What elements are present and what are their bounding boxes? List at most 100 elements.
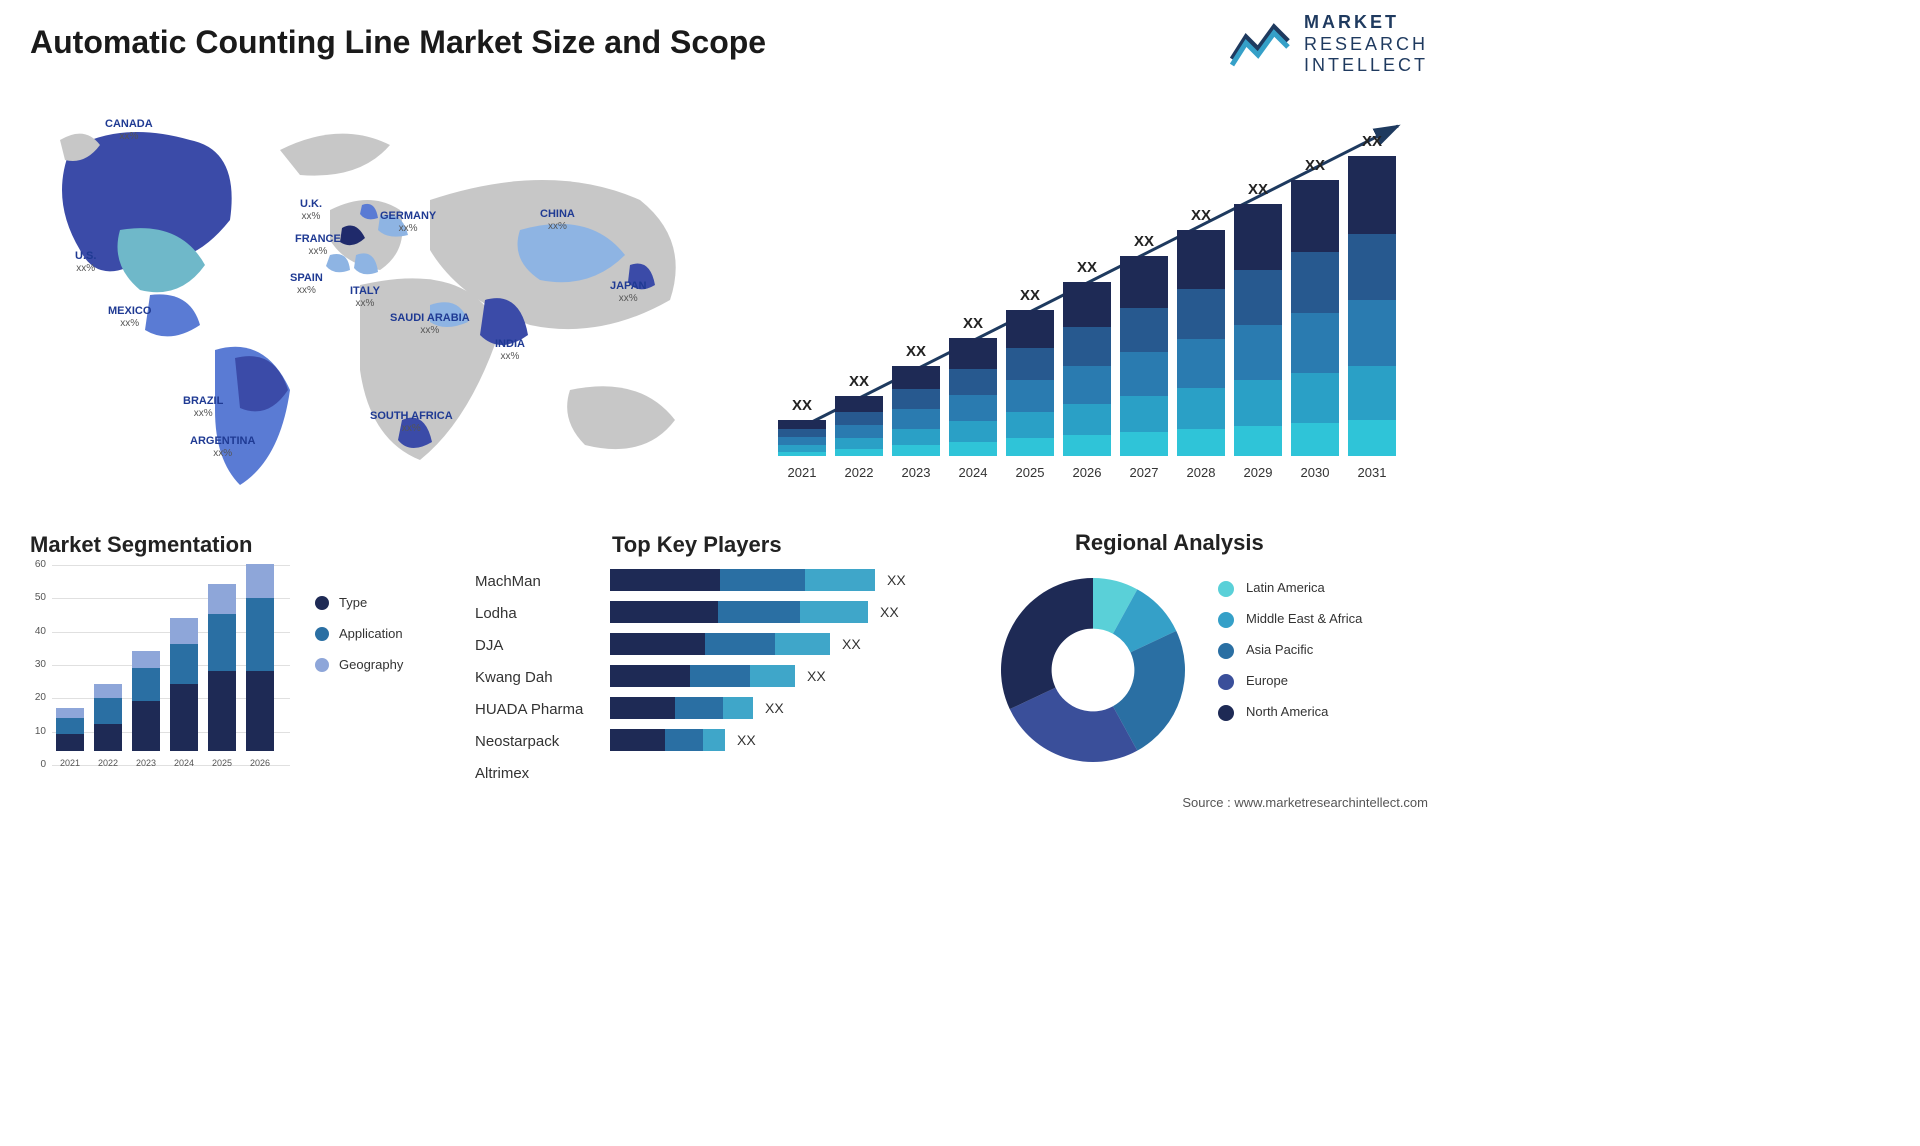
seg-ytick: 0 <box>40 759 46 770</box>
key-player-value: XX <box>737 732 756 748</box>
key-players-heading: Top Key Players <box>612 532 782 558</box>
brand-logo: MARKET RESEARCH INTELLECT <box>1230 12 1428 77</box>
seg-bar <box>170 618 198 751</box>
map-label: CANADAxx% <box>105 118 153 143</box>
regional-heading: Regional Analysis <box>1075 530 1264 556</box>
key-player-name: Kwang Dah <box>475 661 600 693</box>
growth-bar <box>1063 282 1111 456</box>
world-map-panel: CANADAxx% U.S.xx% MEXICOxx% BRAZILxx% ARGENT… <box>30 90 730 510</box>
key-player-name: HUADA Pharma <box>475 693 600 725</box>
growth-bar <box>835 396 883 456</box>
seg-bar <box>246 564 274 751</box>
growth-value-label: XX <box>1063 259 1111 276</box>
growth-bar <box>1348 156 1396 456</box>
seg-year-label: 2025 <box>206 758 238 768</box>
key-player-name: Altrimex <box>475 757 600 789</box>
segmentation-panel: 0102030405060202120222023202420252026 Ty… <box>30 565 460 795</box>
key-player-name: MachMan <box>475 565 600 597</box>
growth-bar <box>1234 204 1282 456</box>
seg-ytick: 10 <box>35 726 46 737</box>
growth-year-label: 2023 <box>892 465 940 480</box>
key-player-value: XX <box>887 572 906 588</box>
key-player-value: XX <box>807 668 826 684</box>
growth-value-label: XX <box>892 343 940 360</box>
key-player-bar: XX <box>610 597 940 627</box>
seg-year-label: 2023 <box>130 758 162 768</box>
seg-legend-item: Application <box>315 626 403 641</box>
seg-ytick: 40 <box>35 626 46 637</box>
seg-legend-item: Geography <box>315 657 403 672</box>
growth-bar <box>1291 180 1339 456</box>
growth-year-label: 2024 <box>949 465 997 480</box>
seg-year-label: 2021 <box>54 758 86 768</box>
growth-year-label: 2026 <box>1063 465 1111 480</box>
regional-panel: Latin AmericaMiddle East & AfricaAsia Pa… <box>993 560 1423 790</box>
regional-legend-item: North America <box>1218 704 1362 721</box>
map-label: SPAINxx% <box>290 272 323 297</box>
growth-value-label: XX <box>778 397 826 414</box>
logo-text: MARKET RESEARCH INTELLECT <box>1304 12 1428 77</box>
growth-value-label: XX <box>1006 287 1054 304</box>
key-player-value: XX <box>842 636 861 652</box>
source-attribution: Source : www.marketresearchintellect.com <box>1182 795 1428 810</box>
map-label: U.S.xx% <box>75 250 96 275</box>
growth-year-label: 2030 <box>1291 465 1339 480</box>
map-label: INDIAxx% <box>495 338 525 363</box>
growth-year-label: 2031 <box>1348 465 1396 480</box>
key-player-bar: XX <box>610 661 940 691</box>
regional-legend-item: Latin America <box>1218 580 1362 597</box>
growth-year-label: 2022 <box>835 465 883 480</box>
map-label: JAPANxx% <box>610 280 646 305</box>
growth-value-label: XX <box>835 373 883 390</box>
growth-year-label: 2021 <box>778 465 826 480</box>
map-label: ITALYxx% <box>350 285 380 310</box>
seg-ytick: 60 <box>35 559 46 570</box>
key-player-name: DJA <box>475 629 600 661</box>
growth-bar <box>1006 310 1054 456</box>
growth-value-label: XX <box>1234 181 1282 198</box>
growth-year-label: 2027 <box>1120 465 1168 480</box>
seg-year-label: 2026 <box>244 758 276 768</box>
growth-value-label: XX <box>1291 157 1339 174</box>
segmentation-heading: Market Segmentation <box>30 532 253 558</box>
key-player-bar: XX <box>610 629 940 659</box>
key-player-name: Lodha <box>475 597 600 629</box>
key-players-panel: MachManLodhaDJAKwang DahHUADA PharmaNeos… <box>475 565 965 795</box>
seg-ytick: 20 <box>35 692 46 703</box>
growth-value-label: XX <box>1120 233 1168 250</box>
seg-bar <box>94 684 122 751</box>
map-label: MEXICOxx% <box>108 305 151 330</box>
growth-chart-panel: 2021 XX 2022 XX 2023 XX 2024 XX 2025 XX 2026 XX 2027… <box>778 110 1418 480</box>
key-player-bar: XX <box>610 693 940 723</box>
key-player-bar: XX <box>610 565 940 595</box>
map-label: ARGENTINAxx% <box>190 435 255 460</box>
seg-year-label: 2022 <box>92 758 124 768</box>
seg-bar <box>56 708 84 751</box>
seg-ytick: 30 <box>35 659 46 670</box>
map-label: SAUDI ARABIAxx% <box>390 312 470 337</box>
seg-ytick: 50 <box>35 592 46 603</box>
regional-legend: Latin AmericaMiddle East & AfricaAsia Pa… <box>1218 580 1362 735</box>
regional-legend-item: Asia Pacific <box>1218 642 1362 659</box>
growth-value-label: XX <box>1177 207 1225 224</box>
growth-year-label: 2025 <box>1006 465 1054 480</box>
growth-bar <box>1120 256 1168 456</box>
key-player-name: Neostarpack <box>475 725 600 757</box>
growth-value-label: XX <box>1348 133 1396 150</box>
growth-bar <box>1177 230 1225 456</box>
key-player-bar: XX <box>610 725 940 755</box>
key-players-bars: XX XX XX XX XX XX <box>610 565 940 757</box>
key-player-value: XX <box>765 700 784 716</box>
growth-bar <box>778 420 826 456</box>
map-label: BRAZILxx% <box>183 395 223 420</box>
logo-mark-icon <box>1230 19 1294 69</box>
map-label: FRANCExx% <box>295 233 341 258</box>
regional-donut-chart <box>993 570 1193 770</box>
page-title: Automatic Counting Line Market Size and … <box>30 24 766 61</box>
map-label: GERMANYxx% <box>380 210 436 235</box>
seg-legend-item: Type <box>315 595 403 610</box>
seg-year-label: 2024 <box>168 758 200 768</box>
key-player-value: XX <box>880 604 899 620</box>
growth-value-label: XX <box>949 315 997 332</box>
growth-year-label: 2029 <box>1234 465 1282 480</box>
